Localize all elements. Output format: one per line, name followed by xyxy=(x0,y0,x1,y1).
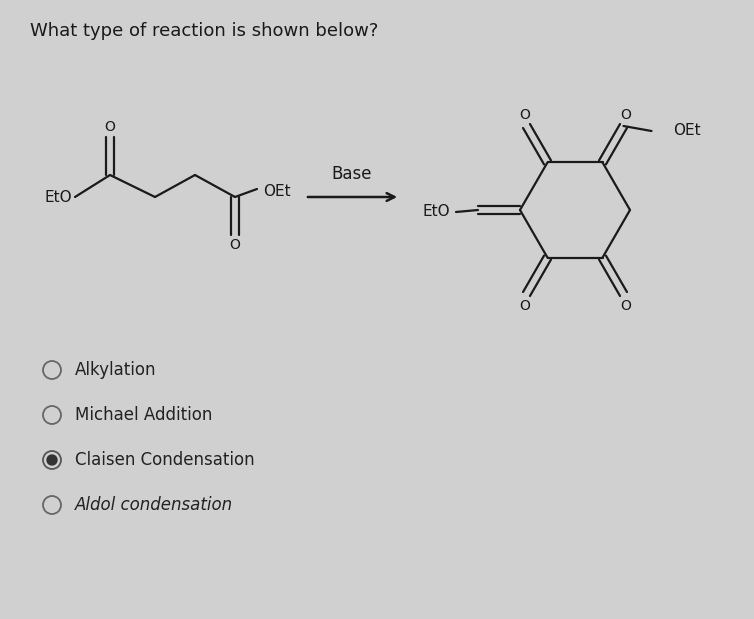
Text: O: O xyxy=(620,108,631,122)
Text: Base: Base xyxy=(332,165,372,183)
Text: Alkylation: Alkylation xyxy=(75,361,157,379)
Text: O: O xyxy=(519,299,530,313)
Text: O: O xyxy=(229,238,241,252)
Text: O: O xyxy=(519,108,530,122)
Text: Aldol condensation: Aldol condensation xyxy=(75,496,233,514)
Text: OEt: OEt xyxy=(263,184,290,199)
Circle shape xyxy=(47,455,57,465)
Text: OEt: OEt xyxy=(673,124,701,139)
Text: EtO: EtO xyxy=(44,189,72,204)
Text: Claisen Condensation: Claisen Condensation xyxy=(75,451,255,469)
Text: Michael Addition: Michael Addition xyxy=(75,406,213,424)
Text: O: O xyxy=(620,299,631,313)
Text: EtO: EtO xyxy=(422,204,450,220)
Text: O: O xyxy=(105,120,115,134)
Text: What type of reaction is shown below?: What type of reaction is shown below? xyxy=(30,22,379,40)
